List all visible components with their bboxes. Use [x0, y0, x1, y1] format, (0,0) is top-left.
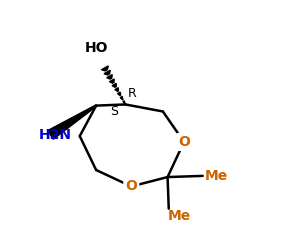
Text: Me: Me — [168, 210, 191, 223]
Polygon shape — [123, 101, 125, 104]
Polygon shape — [120, 96, 123, 100]
Polygon shape — [112, 83, 116, 87]
Polygon shape — [104, 70, 110, 75]
Text: H2N: H2N — [38, 128, 71, 142]
Polygon shape — [110, 79, 114, 83]
Polygon shape — [117, 92, 121, 96]
Polygon shape — [115, 88, 118, 91]
Polygon shape — [101, 66, 108, 71]
Polygon shape — [48, 105, 96, 139]
Text: O: O — [178, 135, 190, 149]
Polygon shape — [107, 75, 112, 79]
Text: R: R — [128, 87, 137, 100]
Text: Me: Me — [205, 169, 228, 183]
Text: O: O — [125, 179, 137, 193]
Text: HO: HO — [84, 41, 108, 55]
Text: S: S — [110, 105, 118, 118]
